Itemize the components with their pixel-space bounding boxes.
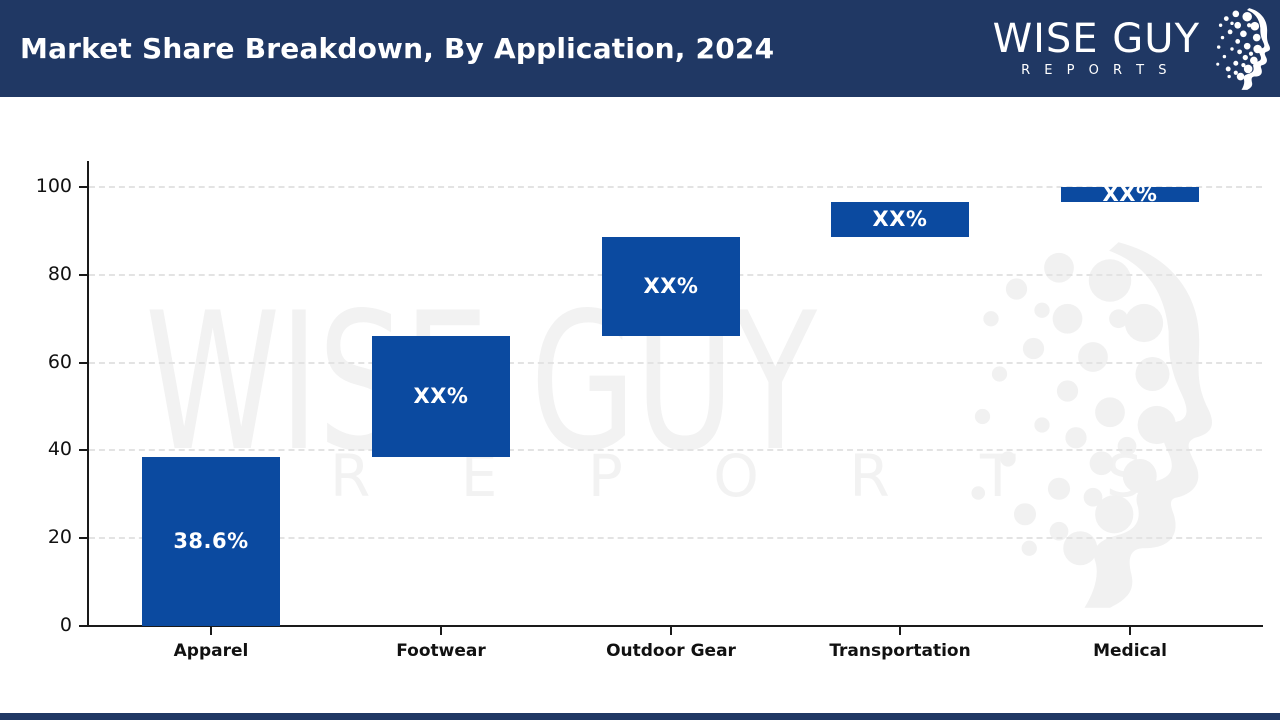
bar-label-footwear: XX% [413,384,469,409]
bar-footwear: XX% [372,335,510,457]
y-tick-label: 60 [47,350,72,373]
x-tick-mark [670,627,672,635]
y-tick-mark [79,449,87,452]
x-label-outdoor-gear: Outdoor Gear [606,641,736,661]
bar-label-medical: XX% [1102,182,1158,207]
logo-wordmark: WISE GUY [992,16,1200,62]
page-title: Market Share Breakdown, By Application, … [20,32,775,65]
bar-label-outdoor-gear: XX% [643,274,699,299]
y-tick-mark [79,273,87,276]
y-tick-mark [79,186,87,188]
x-tick-mark [899,627,901,635]
y-tick-mark [79,625,87,627]
bar-apparel: 38.6% [142,456,280,626]
x-label-medical: Medical [1093,641,1167,661]
x-axis-line [87,625,1263,627]
x-label-transportation: Transportation [829,641,971,661]
bar-medical: XX% [1061,182,1199,206]
y-axis-line [87,161,89,627]
y-tick-label: 100 [35,175,72,197]
wiseguy-logo: WISE GUY R E P O R T S [993,6,1270,92]
x-tick-mark [210,627,212,635]
x-tick-mark [1129,627,1131,635]
x-tick-mark [440,627,442,635]
gridline [89,361,1262,364]
bar-label-transportation: XX% [872,207,928,232]
gridline [89,537,1262,540]
gridline [89,186,1262,188]
bar-label-apparel: 38.6% [173,529,249,554]
x-label-apparel: Apparel [173,641,249,661]
x-label-footwear: Footwear [396,641,486,661]
y-tick-mark [79,361,87,364]
logo-text: WISE GUY R E P O R T S [993,19,1200,78]
y-tick-label: 40 [47,438,72,461]
header-bar: Market Share Breakdown, By Application, … [0,0,1280,97]
y-tick-mark [79,537,87,540]
y-tick-label: 20 [47,526,72,549]
bar-transportation: XX% [831,201,969,237]
gridline [89,449,1262,452]
y-tick-label: 0 [59,614,72,636]
footer-bar [0,713,1280,720]
logo-subtitle: R E P O R T S [1021,63,1172,78]
y-tick-label: 80 [47,262,72,285]
bar-outdoor-gear: XX% [602,236,740,336]
